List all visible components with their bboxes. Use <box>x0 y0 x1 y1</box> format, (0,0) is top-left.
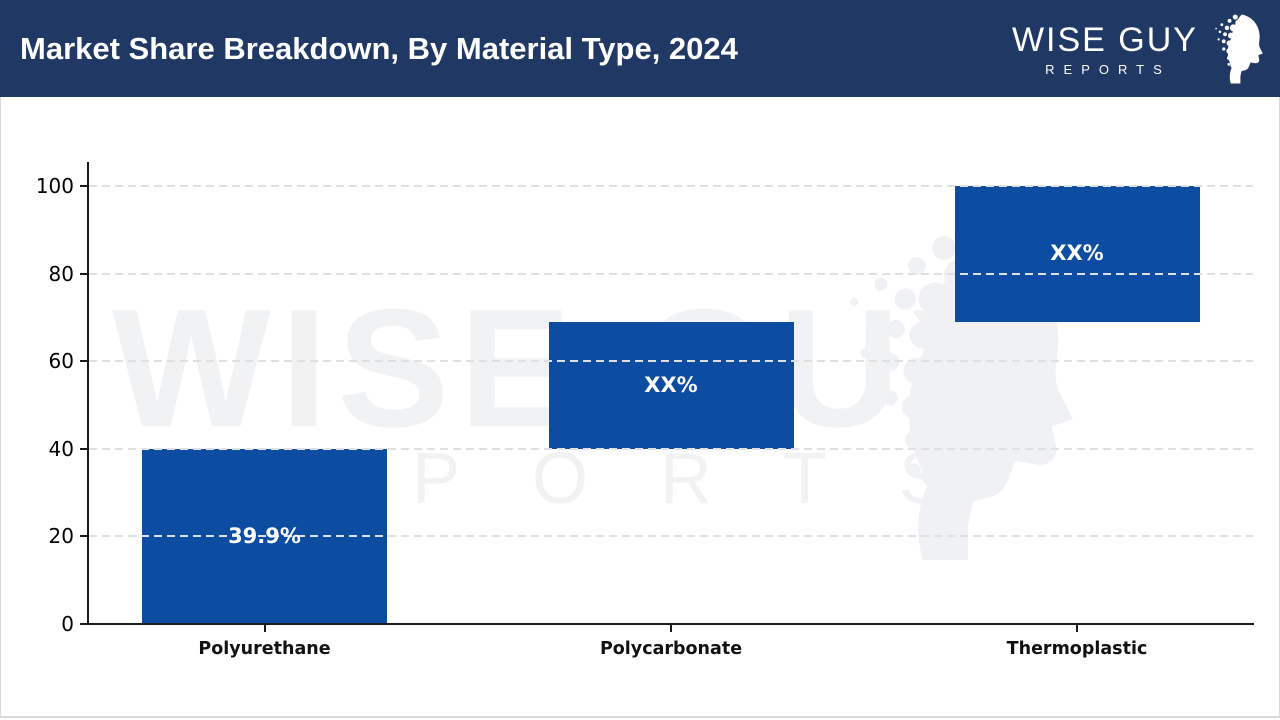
frame-border-left <box>0 97 1 717</box>
y-tick-label: 100 <box>35 174 74 199</box>
x-tick <box>1076 625 1078 632</box>
brand-sub: REPORTS <box>1045 61 1171 77</box>
y-tick <box>80 535 88 538</box>
frame-border-bottom <box>0 716 1280 718</box>
bar-value-label: XX% <box>644 372 698 397</box>
page-title: Market Share Breakdown, By Material Type… <box>20 30 738 66</box>
category-label: Thermoplastic <box>1006 639 1148 659</box>
y-tick-label: 80 <box>48 261 74 286</box>
brand-text: WISE GUY REPORTS <box>1012 21 1198 77</box>
wiseguy-face-icon <box>1215 13 1263 84</box>
y-tick-label: 20 <box>48 524 74 549</box>
y-axis-spine <box>87 162 89 625</box>
gridline-100 <box>89 185 1253 188</box>
y-tick <box>80 185 88 188</box>
gridline-20 <box>89 535 1253 538</box>
x-axis-spine <box>87 623 1254 625</box>
x-tick <box>670 625 672 632</box>
header-bar: Market Share Breakdown, By Material Type… <box>0 0 1280 97</box>
x-tick <box>263 625 266 632</box>
brand-logo: WISE GUY REPORTS <box>1012 8 1280 90</box>
y-tick <box>80 447 88 450</box>
bar-polycarbonate <box>548 322 794 450</box>
brand-name: WISE GUY <box>1011 20 1198 59</box>
bar-value-label: 39.9% <box>228 523 301 548</box>
y-tick-label: 40 <box>48 436 74 461</box>
y-tick <box>80 623 88 625</box>
gridline-80 <box>89 272 1253 275</box>
y-tick-label: 60 <box>48 349 74 374</box>
bar-value-label: XX% <box>1050 241 1104 266</box>
category-label: Polycarbonate <box>599 639 743 659</box>
gridline-60 <box>89 360 1253 363</box>
y-tick <box>80 360 88 363</box>
gridline-40 <box>89 447 1253 450</box>
y-tick-label: 0 <box>61 612 74 636</box>
y-tick <box>80 272 88 275</box>
category-label: Polyurethane <box>198 639 331 659</box>
